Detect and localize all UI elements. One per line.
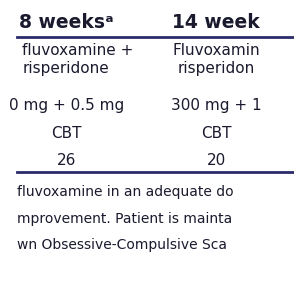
- Text: fluvoxamine in an adequate do: fluvoxamine in an adequate do: [17, 185, 233, 199]
- Text: 300 mg + 1: 300 mg + 1: [171, 98, 262, 113]
- Text: 8 weeksᵃ: 8 weeksᵃ: [19, 13, 114, 32]
- Text: Fluvoxamin
risperidon: Fluvoxamin risperidon: [173, 43, 260, 76]
- Text: CBT: CBT: [201, 126, 232, 141]
- Text: 26: 26: [57, 153, 76, 168]
- Text: 14 week: 14 week: [173, 13, 260, 32]
- Text: 20: 20: [207, 153, 226, 168]
- Text: 0 mg + 0.5 mg: 0 mg + 0.5 mg: [9, 98, 124, 113]
- Text: CBT: CBT: [51, 126, 82, 141]
- Text: mprovement. Patient is mainta: mprovement. Patient is mainta: [17, 212, 232, 226]
- Text: wn Obsessive-Compulsive Sca: wn Obsessive-Compulsive Sca: [17, 238, 227, 252]
- Text: fluvoxamine +
risperidone: fluvoxamine + risperidone: [22, 43, 133, 76]
